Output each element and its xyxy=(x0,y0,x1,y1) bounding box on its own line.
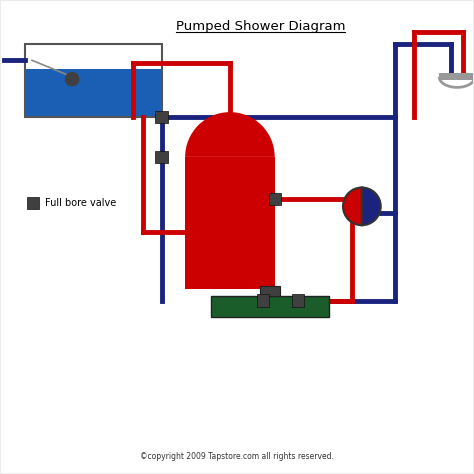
Bar xyxy=(155,111,168,123)
Bar xyxy=(269,193,281,205)
Text: Full bore valve: Full bore valve xyxy=(45,198,117,208)
Bar xyxy=(260,285,280,296)
Wedge shape xyxy=(343,188,362,225)
Text: Pumped Shower Diagram: Pumped Shower Diagram xyxy=(176,20,346,33)
Wedge shape xyxy=(185,112,275,157)
Wedge shape xyxy=(362,188,381,225)
Bar xyxy=(26,69,161,116)
Bar xyxy=(211,296,329,317)
Bar xyxy=(439,73,474,80)
Text: ©copyright 2009 Tapstore.com all rights reserved.: ©copyright 2009 Tapstore.com all rights … xyxy=(140,452,334,461)
Bar xyxy=(25,44,162,117)
Bar xyxy=(27,197,39,209)
Circle shape xyxy=(65,73,79,86)
Bar xyxy=(292,294,304,307)
Bar xyxy=(257,294,269,307)
Bar xyxy=(185,157,275,289)
Bar xyxy=(155,151,168,163)
